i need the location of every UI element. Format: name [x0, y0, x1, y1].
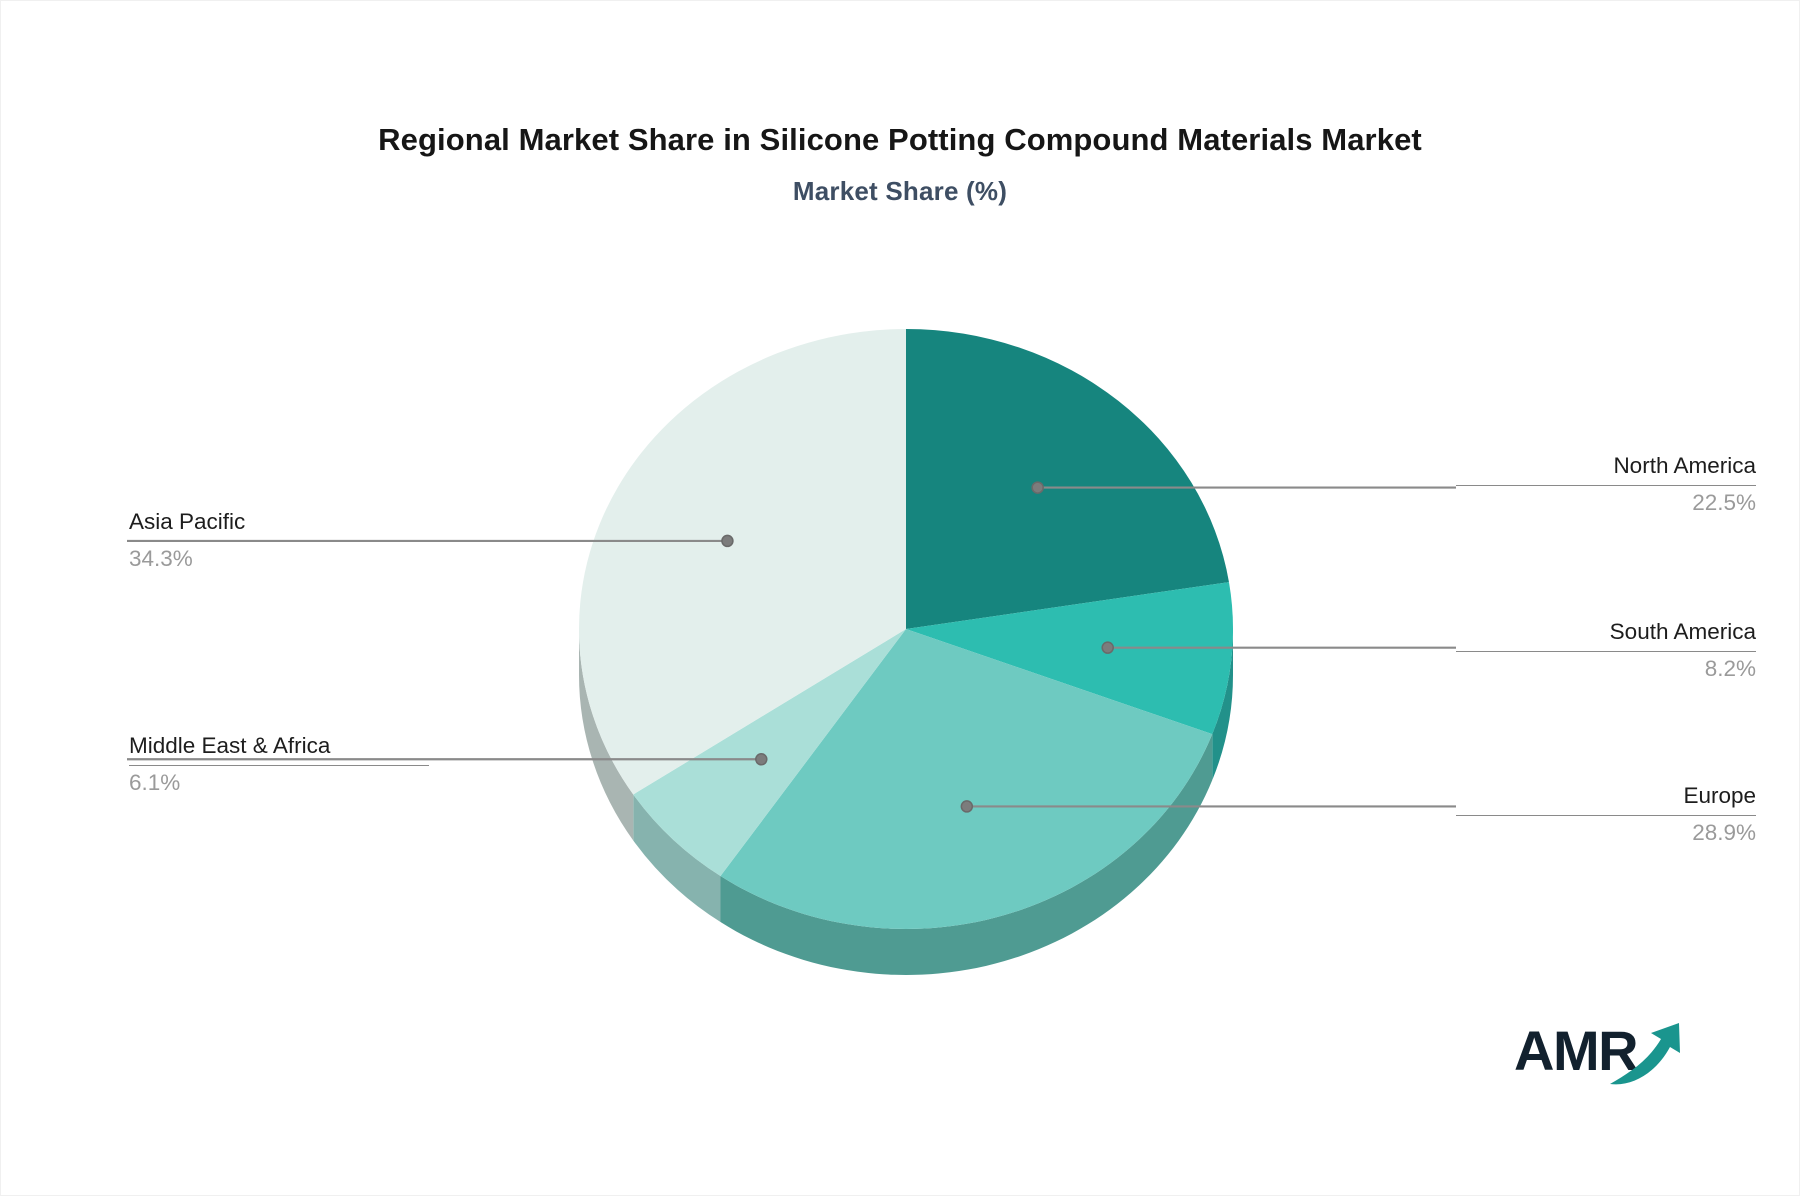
- leader-dot: [755, 753, 768, 766]
- callout-rule: [129, 764, 429, 766]
- amr-wordmark: AMR: [1514, 1019, 1638, 1082]
- leader-dot: [1101, 641, 1114, 654]
- pie-slice-middle-east-africa[interactable]: [633, 629, 906, 877]
- callout-value-middle-east-africa: 6.1%: [129, 769, 181, 795]
- callout-label-south-america: South America: [1609, 619, 1756, 644]
- callout-rule: [1456, 650, 1756, 652]
- callout-asia-pacific[interactable]: Asia Pacific 34.3%: [129, 509, 429, 572]
- callout-label-middle-east-africa: Middle East & Africa: [129, 733, 331, 758]
- callout-value-south-america: 8.2%: [1704, 655, 1756, 681]
- leader-dot: [1031, 481, 1044, 494]
- callout-label-north-america: North America: [1613, 453, 1756, 478]
- pie-slice-north-america[interactable]: [906, 329, 1229, 629]
- pie-slice-asia-pacific[interactable]: [579, 329, 906, 795]
- callout-europe[interactable]: Europe 28.9%: [1456, 783, 1756, 846]
- pie-3d-sides: [579, 629, 1233, 975]
- pie-slices: [579, 329, 1233, 929]
- callout-value-europe: 28.9%: [1692, 819, 1756, 845]
- callout-rule: [129, 540, 429, 542]
- leader-dot: [960, 800, 974, 813]
- leader-dot: [721, 534, 734, 548]
- callout-value-north-america: 22.5%: [1692, 489, 1756, 515]
- callout-south-america[interactable]: South America 8.2%: [1456, 619, 1756, 682]
- callout-rule: [1456, 814, 1756, 816]
- amr-logo: AMR: [1514, 1019, 1680, 1085]
- pie-slice-south-america[interactable]: [906, 582, 1233, 735]
- callout-rule: [1456, 484, 1756, 486]
- leader-lines: [127, 481, 1456, 813]
- callout-label-europe: Europe: [1683, 783, 1756, 808]
- growth-arrow-icon: [1610, 1023, 1680, 1085]
- callout-label-asia-pacific: Asia Pacific: [129, 509, 246, 534]
- callout-north-america[interactable]: North America 22.5%: [1456, 453, 1756, 516]
- callout-middle-east-africa[interactable]: Middle East & Africa 6.1%: [129, 733, 429, 796]
- pie-slice-europe[interactable]: [720, 629, 1213, 929]
- callout-value-asia-pacific: 34.3%: [129, 545, 193, 571]
